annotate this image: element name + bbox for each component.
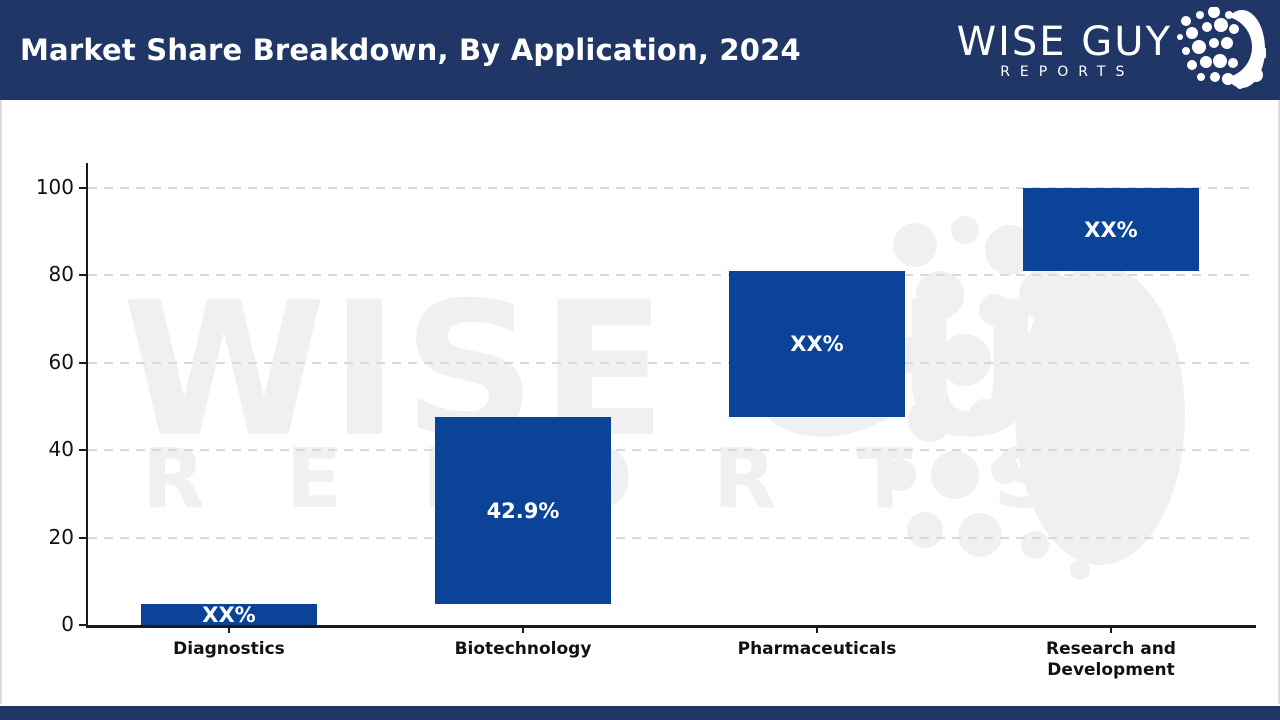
y-tick-label: 100 — [35, 175, 74, 199]
y-tick-label: 40 — [48, 437, 74, 462]
x-tick-mark — [228, 625, 230, 633]
gridline — [88, 187, 1253, 189]
y-tick-mark — [79, 449, 87, 452]
x-tick-label: Research and Development — [1046, 639, 1176, 680]
y-tick-mark — [79, 624, 87, 626]
logo-wordmark-main: WISE GUY — [956, 18, 1172, 65]
y-tick-mark — [79, 361, 87, 364]
logo-face-icon — [1177, 7, 1266, 89]
gridline — [88, 274, 1253, 277]
gridline — [88, 536, 1253, 539]
bar-value-label: XX% — [1084, 217, 1138, 242]
chart-title: Market Share Breakdown, By Application, … — [20, 33, 801, 67]
bar: 42.9% — [435, 416, 611, 605]
x-tick-mark — [1110, 625, 1112, 633]
x-tick-mark — [816, 625, 818, 633]
y-tick-mark — [79, 536, 87, 539]
bar: XX% — [141, 602, 317, 627]
x-tick-label: Diagnostics — [173, 639, 285, 659]
logo-wordmark: WISE GUY REPORTS — [957, 21, 1172, 80]
y-tick-mark — [79, 187, 87, 189]
y-tick-label: 80 — [48, 262, 74, 287]
y-tick-label: 20 — [48, 524, 74, 549]
watermark-face-dots — [868, 216, 1185, 580]
gridline — [88, 449, 1253, 452]
logo-wordmark-sub: REPORTS — [1000, 63, 1135, 80]
y-tick-label: 0 — [61, 612, 74, 636]
y-axis-line — [86, 163, 88, 627]
bar-value-label: XX% — [202, 602, 256, 627]
x-axis-line — [86, 625, 1256, 628]
gridline — [88, 361, 1253, 364]
y-tick-mark — [79, 274, 87, 277]
x-tick-label: Pharmaceuticals — [737, 639, 897, 659]
y-tick-label: 60 — [48, 349, 74, 374]
footer-bar — [0, 706, 1280, 720]
brand-logo: WISE GUY REPORTS — [957, 0, 1266, 100]
bar-value-label: XX% — [790, 331, 844, 356]
bar: XX% — [729, 271, 905, 417]
x-tick-mark — [522, 625, 524, 633]
x-tick-label: Biotechnology — [454, 639, 592, 659]
bar-value-label: 42.9% — [486, 498, 560, 523]
bar: XX% — [1023, 188, 1199, 272]
header-bar: Market Share Breakdown, By Application, … — [0, 0, 1280, 100]
